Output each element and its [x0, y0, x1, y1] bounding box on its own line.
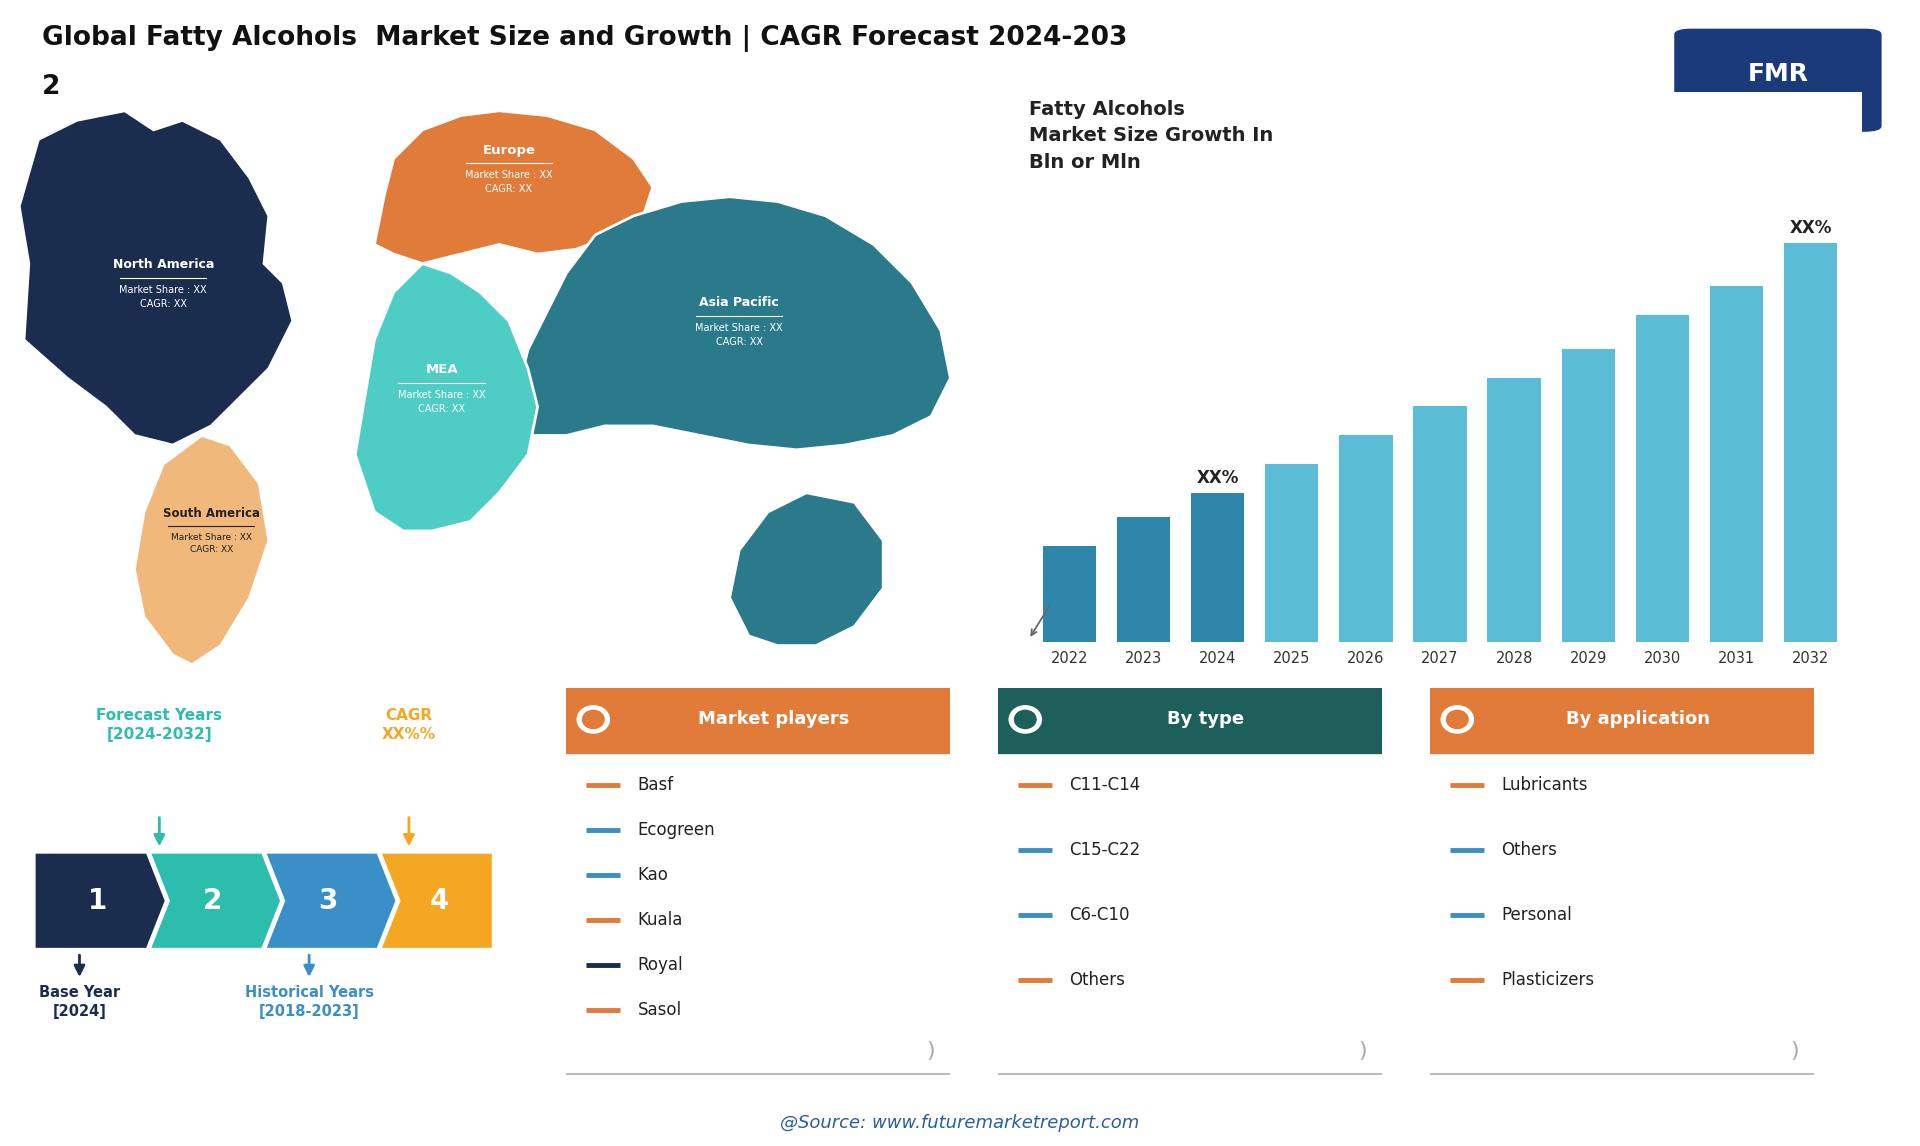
Bar — [1043, 545, 1096, 642]
Bar — [1636, 315, 1690, 642]
Polygon shape — [19, 111, 292, 445]
Text: @Source: www.futuremarketreport.com: @Source: www.futuremarketreport.com — [780, 1114, 1140, 1132]
Text: ): ) — [927, 1041, 935, 1061]
Polygon shape — [374, 111, 653, 264]
Circle shape — [1446, 711, 1469, 729]
Polygon shape — [265, 853, 397, 949]
Text: Plasticizers: Plasticizers — [1501, 971, 1596, 989]
Text: Kao: Kao — [637, 866, 668, 884]
Text: ): ) — [1791, 1041, 1799, 1061]
Text: Asia Pacific: Asia Pacific — [699, 297, 780, 309]
Bar — [1413, 407, 1467, 642]
Circle shape — [1010, 706, 1041, 733]
FancyBboxPatch shape — [557, 684, 960, 754]
Text: Personal: Personal — [1501, 905, 1572, 924]
Text: Kuala: Kuala — [637, 911, 684, 929]
Bar — [1784, 243, 1837, 642]
Text: Historical Years
[2018-2023]: Historical Years [2018-2023] — [244, 984, 374, 1020]
Bar — [1340, 435, 1392, 642]
Text: Market Share : XX
CAGR: XX: Market Share : XX CAGR: XX — [171, 533, 252, 555]
Text: MEA: MEA — [426, 363, 457, 376]
Text: Market Share : XX
CAGR: XX: Market Share : XX CAGR: XX — [119, 284, 207, 308]
Text: 1: 1 — [88, 887, 108, 915]
Circle shape — [578, 706, 609, 733]
Polygon shape — [355, 264, 538, 531]
Text: Lubricants: Lubricants — [1501, 776, 1588, 794]
Circle shape — [582, 711, 605, 729]
Circle shape — [1014, 711, 1037, 729]
Text: Global Fatty Alcohols  Market Size and Growth | CAGR Forecast 2024-203: Global Fatty Alcohols Market Size and Gr… — [42, 25, 1127, 53]
Polygon shape — [730, 493, 883, 645]
Text: Fatty Alcohols
Market Size Growth In
Bln or Mln: Fatty Alcohols Market Size Growth In Bln… — [1029, 100, 1273, 172]
Text: Others: Others — [1069, 971, 1125, 989]
Text: Forecast Years
[2024-2032]: Forecast Years [2024-2032] — [96, 708, 223, 741]
Text: Market Share : XX
CAGR: XX: Market Share : XX CAGR: XX — [397, 390, 486, 414]
Text: 2: 2 — [204, 887, 223, 915]
Text: C15-C22: C15-C22 — [1069, 841, 1140, 860]
Text: 4: 4 — [430, 887, 449, 915]
Bar — [1561, 348, 1615, 642]
Text: FUTURE MARKET REPORT: FUTURE MARKET REPORT — [1734, 109, 1822, 116]
Polygon shape — [150, 853, 280, 949]
Polygon shape — [35, 853, 165, 949]
Bar — [1190, 493, 1244, 642]
Circle shape — [1442, 706, 1473, 733]
Text: By application: By application — [1567, 711, 1711, 729]
Text: South America: South America — [163, 507, 259, 519]
FancyBboxPatch shape — [563, 749, 954, 1074]
Text: CAGR
XX%%: CAGR XX%% — [382, 708, 436, 741]
Text: Market Share : XX
CAGR: XX: Market Share : XX CAGR: XX — [695, 323, 783, 347]
Text: Sasol: Sasol — [637, 1000, 682, 1019]
Text: Ecogreen: Ecogreen — [637, 821, 714, 839]
Text: C6-C10: C6-C10 — [1069, 905, 1131, 924]
FancyBboxPatch shape — [989, 684, 1392, 754]
Polygon shape — [134, 435, 269, 665]
Text: Market Share : XX
CAGR: XX: Market Share : XX CAGR: XX — [465, 170, 553, 194]
Bar — [1709, 286, 1763, 642]
Bar — [1117, 517, 1171, 642]
FancyBboxPatch shape — [1427, 749, 1818, 1074]
Polygon shape — [518, 197, 950, 450]
Text: ): ) — [1359, 1041, 1367, 1061]
FancyBboxPatch shape — [1674, 29, 1882, 132]
FancyBboxPatch shape — [995, 749, 1386, 1074]
Text: XX%: XX% — [1789, 219, 1832, 237]
Text: Market players: Market players — [699, 711, 849, 729]
Text: Others: Others — [1501, 841, 1557, 860]
Bar — [1488, 378, 1540, 642]
Text: Base Year
[2024]: Base Year [2024] — [38, 984, 121, 1020]
Text: By type: By type — [1167, 711, 1244, 729]
Text: XX%: XX% — [1196, 469, 1238, 487]
Text: C11-C14: C11-C14 — [1069, 776, 1140, 794]
Text: FMR: FMR — [1747, 63, 1809, 86]
Text: Basf: Basf — [637, 776, 674, 794]
FancyBboxPatch shape — [1421, 684, 1824, 754]
Bar — [1265, 464, 1319, 642]
Text: Europe: Europe — [482, 143, 536, 157]
Text: 3: 3 — [319, 887, 338, 915]
Text: Royal: Royal — [637, 956, 684, 974]
Polygon shape — [380, 853, 493, 949]
Text: 2: 2 — [42, 74, 61, 101]
Text: North America: North America — [113, 258, 213, 272]
